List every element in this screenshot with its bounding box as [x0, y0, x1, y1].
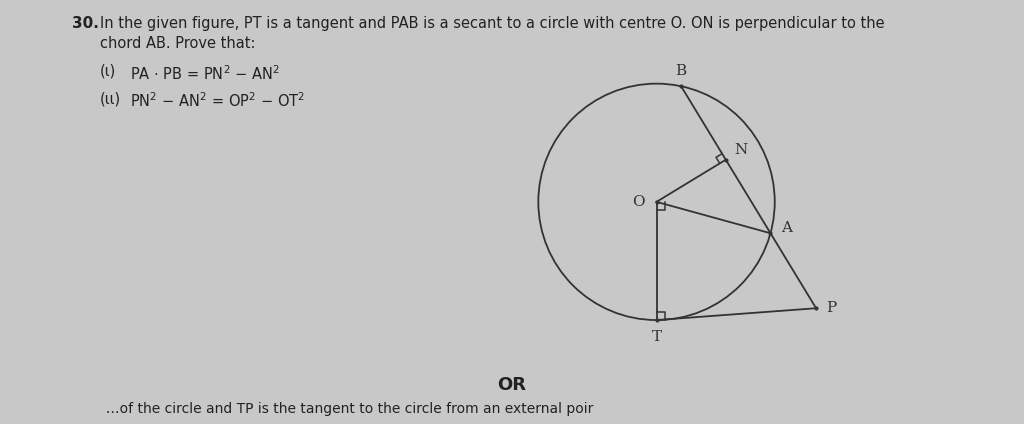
Text: B: B [676, 64, 687, 78]
Text: P: P [826, 301, 837, 315]
Text: (ι): (ι) [100, 64, 117, 79]
Text: O: O [633, 195, 645, 209]
Text: In the given figure, PT is a tangent and PAB is a secant to a circle with centre: In the given figure, PT is a tangent and… [100, 16, 885, 31]
Text: PN$^2$ $-$ AN$^2$ = OP$^2$ $-$ OT$^2$: PN$^2$ $-$ AN$^2$ = OP$^2$ $-$ OT$^2$ [130, 91, 305, 110]
Text: 30.: 30. [72, 16, 99, 31]
Text: A: A [781, 221, 793, 235]
Text: N: N [734, 143, 748, 157]
Text: (ιι): (ιι) [100, 91, 121, 106]
Text: PA $\cdot$ PB = PN$^2$ $-$ AN$^2$: PA $\cdot$ PB = PN$^2$ $-$ AN$^2$ [130, 64, 281, 83]
Text: …of the circle and TP is the tangent to the circle from an external poir: …of the circle and TP is the tangent to … [40, 402, 593, 416]
Text: T: T [651, 329, 662, 343]
Text: OR: OR [498, 376, 526, 394]
Text: chord AB. Prove that:: chord AB. Prove that: [100, 36, 256, 51]
